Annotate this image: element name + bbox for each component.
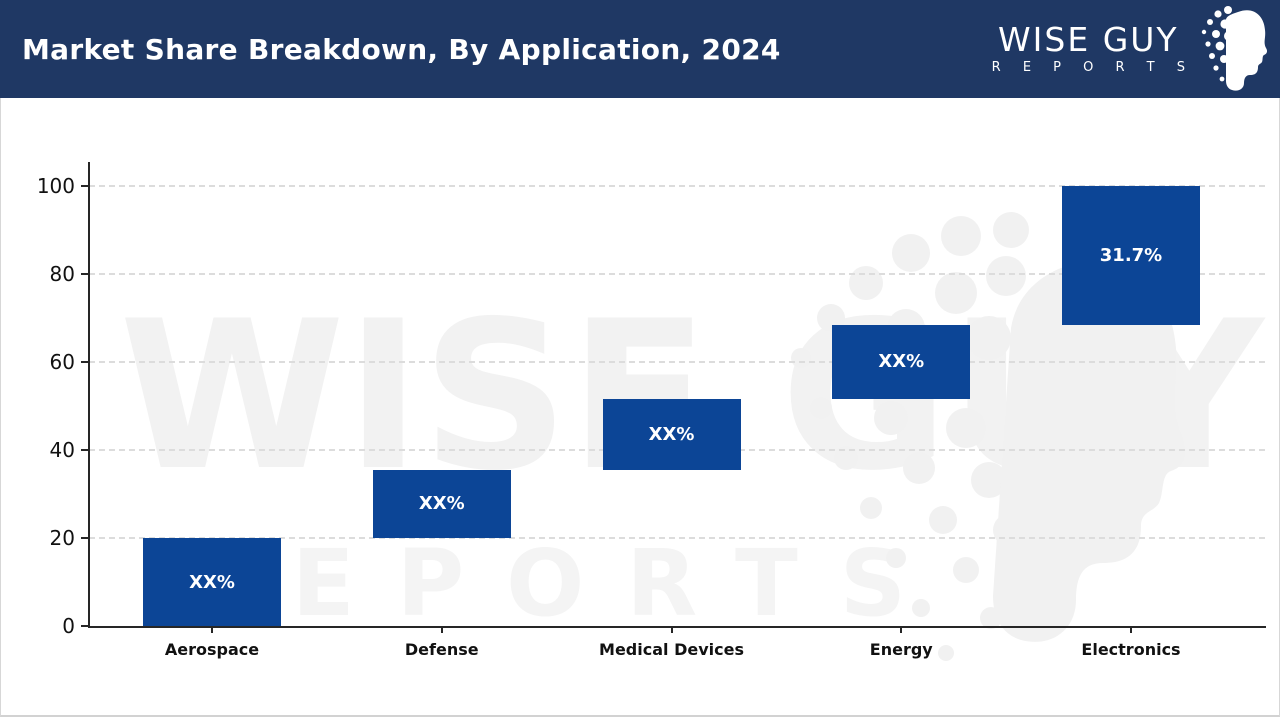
gridline-y60 [89,361,1265,363]
gridline-y20 [89,537,1265,539]
y-tick-label: 60 [49,350,75,374]
x-tick-mark [670,626,673,633]
watermark-subtitle: REPORTS [179,530,949,637]
x-tick-label-aerospace: Aerospace [164,640,260,659]
wise-guy-logo: WISE GUY R E P O R T S [983,0,1270,98]
y-axis-line [88,162,90,628]
x-tick-mark [1130,626,1132,633]
bar-value-label: XX% [189,571,235,593]
x-tick-label-energy: Energy [869,640,933,659]
y-tick-label: 20 [49,526,75,550]
header-bar: Market Share Breakdown, By Application, … [0,0,1280,98]
x-tick-mark [440,626,443,633]
watermark-dotted-face [761,208,1201,688]
bar-aerospace: XX% [143,538,281,626]
x-tick-mark [211,626,213,633]
logo-text: WISE GUY R E P O R T S [983,20,1194,76]
y-tick-label: 80 [49,262,75,286]
page-title: Market Share Breakdown, By Application, … [22,32,781,66]
x-tick-label-defense: Defense [404,640,479,659]
x-axis-line [88,626,1266,628]
dotted-face-icon [1198,4,1270,94]
y-tick-mark [81,537,89,539]
bar-defense: XX% [372,469,511,538]
y-tick-mark [81,449,89,451]
bar-value-label: XX% [418,493,465,515]
x-tick-label-medical-devices: Medical Devices [599,640,744,659]
y-tick-mark [81,625,89,627]
y-tick-label: 40 [49,438,75,462]
chart-area: WISE GUY REPORTS 0 20 40 60 80 100 XX% Ae [0,98,1280,717]
logo-subtitle: R E P O R T S [991,60,1194,75]
logo-wordmark: WISE GUY [998,20,1179,59]
bar-medical-devices: XX% [602,398,741,470]
x-tick-label-electronics: Electronics [1081,640,1181,659]
gridline-y80 [89,273,1265,275]
y-tick-label: 100 [36,174,75,198]
bar-electronics: 31.7% [1062,186,1200,326]
y-tick-mark [81,273,89,275]
bar-value-label: XX% [648,423,695,445]
y-tick-label: 0 [62,614,75,638]
gridline-y100 [89,185,1265,187]
bar-energy: XX% [832,325,971,399]
bar-value-label: XX% [878,351,925,373]
x-tick-mark [900,626,903,633]
y-tick-mark [81,185,89,187]
y-tick-mark [81,361,89,363]
bar-value-label: 31.7% [1099,245,1163,267]
